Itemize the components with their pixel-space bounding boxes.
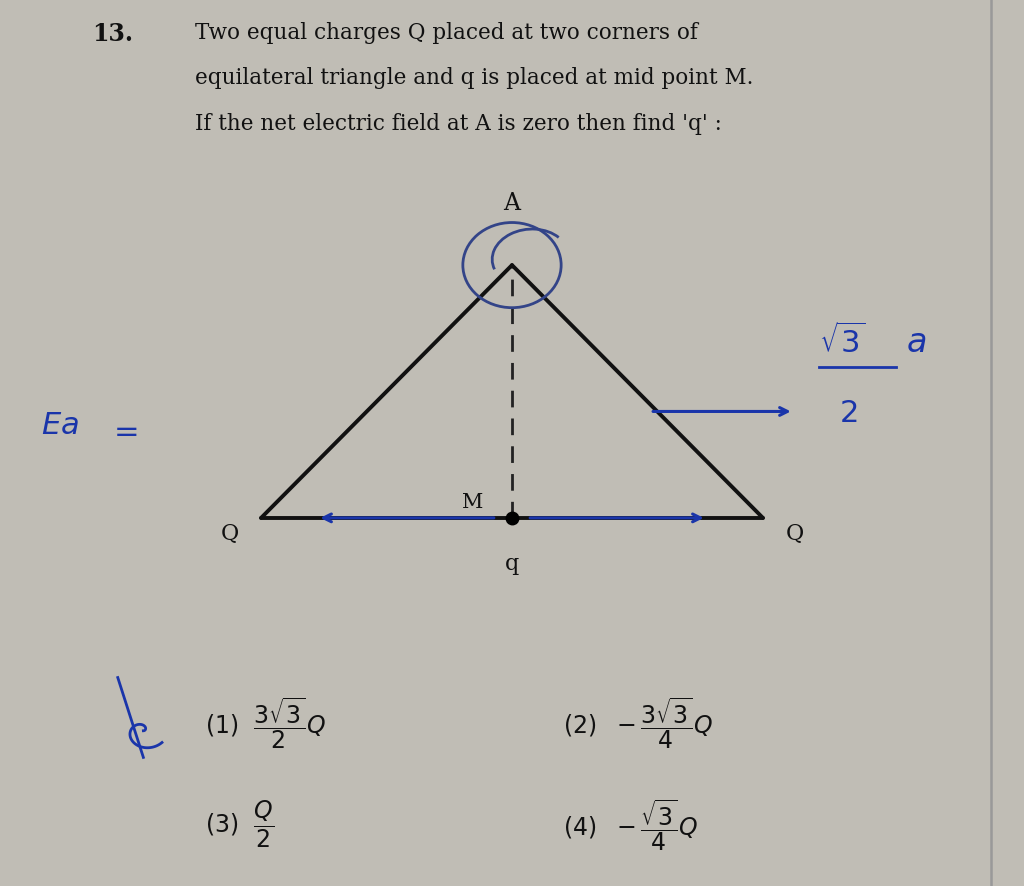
Text: $(3)\ \ \dfrac{Q}{2}$: $(3)\ \ \dfrac{Q}{2}$ [205,799,274,849]
Text: equilateral triangle and q is placed at mid point M.: equilateral triangle and q is placed at … [195,67,753,89]
Text: Q: Q [785,523,804,545]
Text: q: q [505,552,519,574]
Text: $(4)\ \ -\dfrac{\sqrt{3}}{4}Q$: $(4)\ \ -\dfrac{\sqrt{3}}{4}Q$ [563,797,698,851]
Text: $(2)\ \ -\dfrac{3\sqrt{3}}{4}Q$: $(2)\ \ -\dfrac{3\sqrt{3}}{4}Q$ [563,695,714,750]
Text: If the net electric field at A is zero then find 'q' :: If the net electric field at A is zero t… [195,113,722,135]
Text: A: A [504,191,520,214]
Text: $(1)\ \ \dfrac{3\sqrt{3}}{2}Q$: $(1)\ \ \dfrac{3\sqrt{3}}{2}Q$ [205,695,326,750]
Text: Q: Q [220,523,239,545]
Text: $a$: $a$ [906,326,927,359]
Text: $\sqrt{3}$: $\sqrt{3}$ [819,323,865,359]
Text: Two equal charges Q placed at two corners of: Two equal charges Q placed at two corner… [195,22,697,44]
Text: M: M [462,493,483,511]
Text: 13.: 13. [92,22,133,46]
Text: $2$: $2$ [839,399,857,428]
Text: $Ea$: $Ea$ [41,410,79,440]
Text: $=$: $=$ [108,416,138,444]
